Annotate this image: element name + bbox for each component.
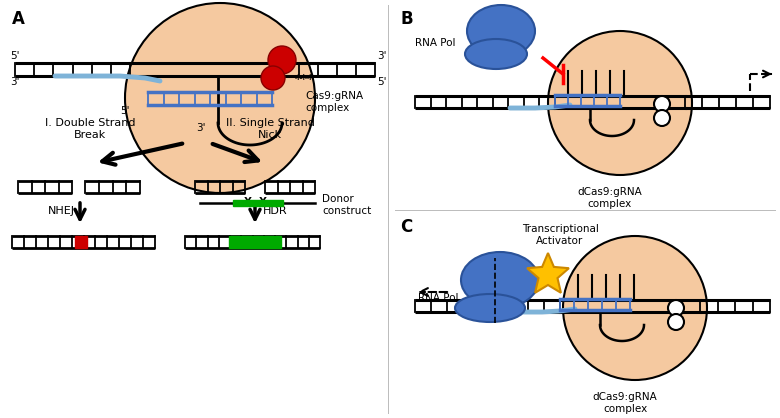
Ellipse shape: [455, 294, 525, 322]
Ellipse shape: [467, 5, 535, 57]
Circle shape: [654, 110, 670, 126]
Bar: [233, 200, 283, 206]
Text: C: C: [400, 218, 413, 236]
Text: 5': 5': [120, 106, 130, 116]
Bar: [229, 236, 281, 248]
Circle shape: [125, 3, 315, 193]
Text: X: X: [244, 197, 252, 207]
Text: dCas9:gRNA
complex: dCas9:gRNA complex: [578, 187, 643, 209]
Text: B: B: [400, 10, 413, 28]
Text: HDR: HDR: [263, 206, 288, 216]
Circle shape: [261, 66, 285, 90]
Text: I. Double Strand
Break: I. Double Strand Break: [44, 118, 135, 140]
Ellipse shape: [461, 252, 539, 308]
Text: 5': 5': [10, 51, 20, 61]
Text: Cas9:gRNA
complex: Cas9:gRNA complex: [305, 91, 363, 113]
Text: ***: ***: [295, 74, 314, 87]
Circle shape: [668, 300, 684, 316]
Text: RNA Pol: RNA Pol: [415, 38, 456, 48]
Text: 3': 3': [197, 123, 206, 133]
Polygon shape: [527, 253, 569, 293]
Text: RNA Pol: RNA Pol: [418, 293, 459, 303]
Circle shape: [548, 31, 692, 175]
Text: 3': 3': [10, 77, 20, 87]
Text: Donor
construct: Donor construct: [322, 194, 371, 216]
Text: II. Single Strand
Nick: II. Single Strand Nick: [225, 118, 314, 140]
Circle shape: [654, 96, 670, 112]
Text: NHEJ: NHEJ: [48, 206, 75, 216]
Circle shape: [268, 46, 296, 74]
Text: dCas9:gRNA
complex: dCas9:gRNA complex: [593, 392, 658, 413]
Circle shape: [668, 314, 684, 330]
Text: Transcriptional
Activator: Transcriptional Activator: [522, 224, 598, 246]
Text: X: X: [259, 197, 267, 207]
Bar: [75, 236, 87, 248]
Text: 5': 5': [377, 77, 387, 87]
Text: 3': 3': [377, 51, 387, 61]
Ellipse shape: [465, 39, 527, 69]
Text: A: A: [12, 10, 25, 28]
Circle shape: [563, 236, 707, 380]
